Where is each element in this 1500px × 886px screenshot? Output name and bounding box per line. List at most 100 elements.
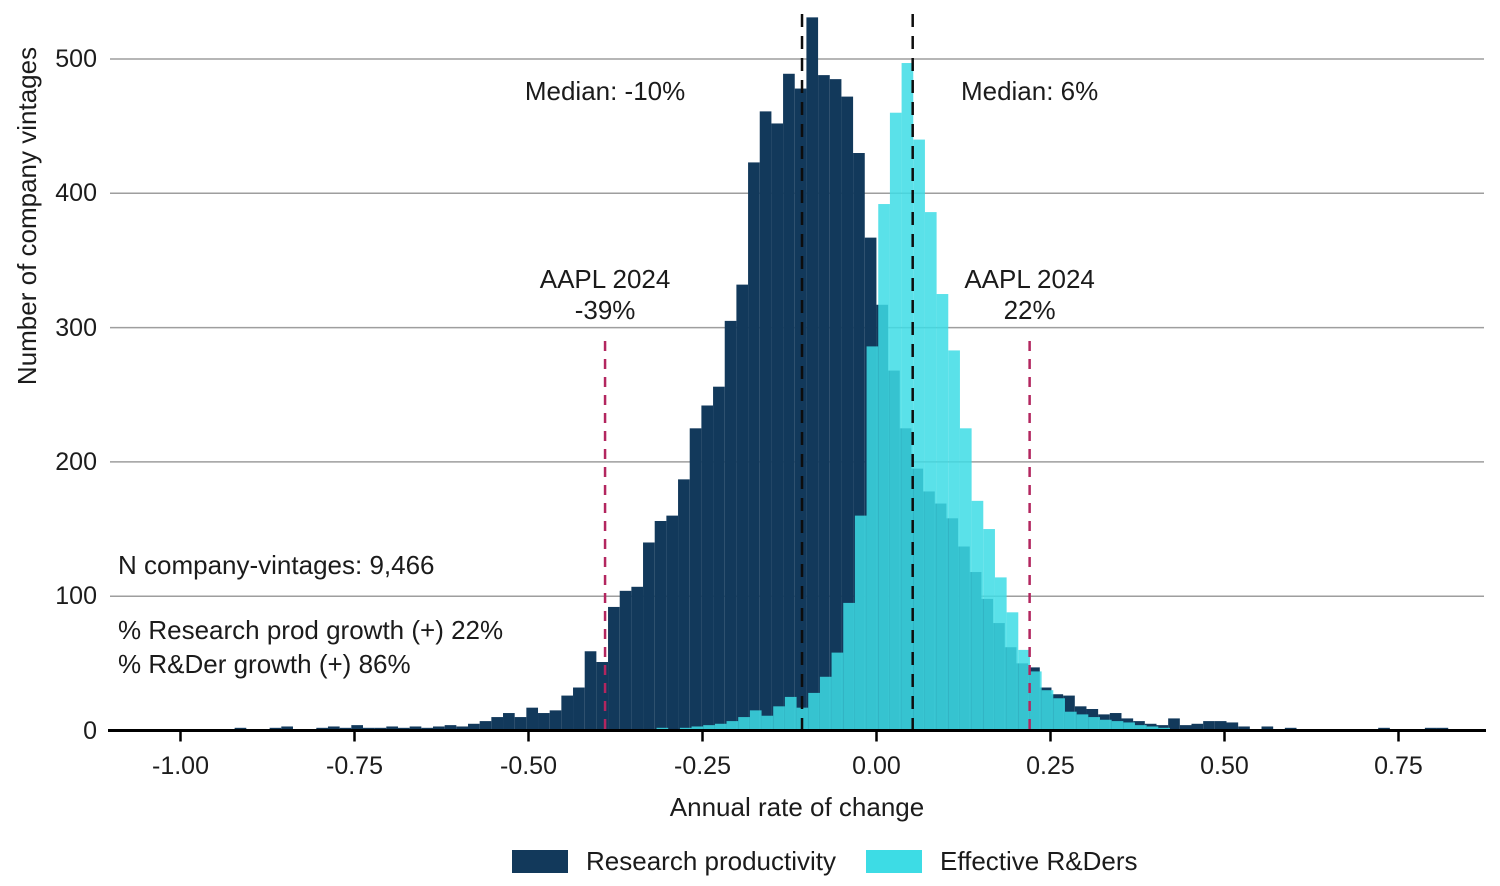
aapl-annotation-2-line1: AAPL 2024 [964, 264, 1095, 294]
research-productivity-bar [456, 726, 469, 731]
effective-r-ders-bar [1018, 649, 1030, 731]
research-productivity-bar [643, 542, 655, 731]
effective-r-ders-bar [1123, 722, 1135, 731]
research-productivity-bar [538, 713, 550, 731]
research-productivity-bar [327, 726, 340, 731]
y-tick-label: 100 [55, 582, 97, 611]
research-productivity-bar [1238, 726, 1250, 731]
research-productivity-bar [608, 606, 620, 731]
effective-r-ders-bar [691, 726, 704, 731]
effective-r-ders-bar [1146, 726, 1159, 731]
median-annotation-1: Median: -10% [524, 76, 686, 106]
research-productivity-bar [549, 710, 562, 731]
aapl-annotation-1-line1: AAPL 2024 [539, 264, 671, 294]
research-productivity-bar [1203, 721, 1215, 731]
effective-r-ders-bar [1064, 711, 1077, 731]
effective-r-ders-bar [1076, 714, 1089, 731]
effective-r-ders-bar [784, 696, 797, 731]
legend-label-research-productivity: Research productivity [586, 846, 836, 876]
research-productivity-bar [1226, 722, 1239, 731]
research-productivity-bar [724, 320, 737, 731]
research-productivity-bar [468, 723, 480, 731]
research-productivity-bar [1179, 725, 1192, 731]
research-productivity-bar [736, 284, 749, 731]
effective-r-ders-bar [831, 652, 844, 731]
aapl-annotation-2-line2: 22% [1003, 295, 1056, 325]
research-productivity-bar [841, 96, 854, 731]
effective-r-ders-bar [1053, 698, 1065, 731]
x-tick-label: -0.75 [326, 752, 383, 780]
effective-r-ders-bar [819, 676, 832, 731]
effective-r-ders-bar [1099, 719, 1112, 731]
effective-r-ders-bar [924, 212, 937, 731]
legend: Research productivity Effective R&Ders [512, 845, 1137, 877]
research-productivity-bar [573, 687, 585, 731]
y-tick-label: 400 [55, 179, 97, 208]
effective-r-ders-bar [808, 692, 820, 731]
research-productivity-bar [619, 590, 632, 731]
research-productivity-bar [503, 713, 515, 731]
research-productivity-bar [783, 73, 795, 731]
effective-r-ders-bar [936, 294, 949, 731]
research-productivity-bar [818, 75, 830, 731]
research-productivity-bar [689, 428, 702, 731]
research-productivity-bar [479, 721, 492, 731]
x-tick-label: -0.25 [674, 752, 731, 780]
effective-r-ders-bar [959, 428, 972, 731]
effective-r-ders-bar [1041, 690, 1054, 731]
research-productivity-bar [491, 717, 504, 731]
research-productivity-bar [433, 726, 445, 731]
effective-r-ders-bar [1134, 725, 1147, 731]
research-productivity-bar [701, 405, 714, 731]
effective-r-ders-bar [889, 112, 902, 731]
research-productivity-bar [713, 386, 725, 731]
research-productivity-bar [771, 123, 784, 731]
x-axis-title: Annual rate of change [669, 792, 925, 822]
effective-r-ders-bar [994, 577, 1007, 731]
effective-r-ders-bar [1111, 721, 1124, 731]
effective-r-ders-bar [983, 529, 995, 731]
research-productivity-bar [794, 88, 807, 731]
research-productivity-bar [514, 717, 527, 731]
research-productivity-bar [759, 111, 772, 731]
x-tick-label: 0.00 [852, 752, 901, 780]
effective-r-ders-bar [1006, 612, 1019, 731]
legend-label-effective-r-ders: Effective R&Ders [940, 846, 1138, 876]
x-tick-label: 0.75 [1374, 752, 1423, 780]
effective-r-ders-bar [878, 204, 890, 731]
research-productivity-bar [351, 725, 363, 731]
effective-r-ders-bar [738, 717, 750, 731]
research-productivity-bar [806, 17, 819, 731]
effective-r-ders-bar [761, 715, 774, 731]
research-productivity-bar [666, 515, 679, 731]
research-productivity-bar [631, 586, 644, 731]
research-productivity-bar [409, 726, 422, 731]
x-tick-label: 0.50 [1200, 752, 1249, 780]
y-tick-label: 200 [55, 447, 97, 476]
effective-r-ders-bar [948, 350, 960, 731]
research-productivity-bar [444, 725, 457, 731]
aapl-annotation-1-line2: -39% [574, 295, 636, 325]
research-productivity-bar [526, 707, 539, 731]
effective-r-ders-bar [749, 710, 762, 731]
y-tick-label: 500 [55, 45, 97, 73]
research-productivity-bar [853, 153, 865, 731]
effective-r-ders-bar [726, 721, 739, 731]
effective-r-ders-bar [843, 602, 855, 731]
research-productivity-bar [1191, 723, 1204, 731]
legend-item-research-productivity: Research productivity [512, 845, 836, 877]
research-productivity-bar [281, 726, 293, 731]
stats-line-1: N company-vintages: 9,466 [118, 550, 435, 580]
effective-r-ders-bar [773, 706, 785, 731]
legend-swatch-effective-r-ders [866, 849, 922, 873]
effective-r-ders-bar [1029, 671, 1042, 731]
effective-r-ders-bar [714, 723, 727, 731]
research-productivity-bar [596, 662, 609, 731]
effective-r-ders-bar [854, 515, 867, 731]
effective-r-ders-bar [866, 346, 879, 731]
x-tick-label: -1.00 [152, 752, 209, 780]
research-productivity-bar [584, 651, 597, 731]
research-productivity-bar [1261, 726, 1274, 731]
research-productivity-bar [1214, 721, 1227, 731]
